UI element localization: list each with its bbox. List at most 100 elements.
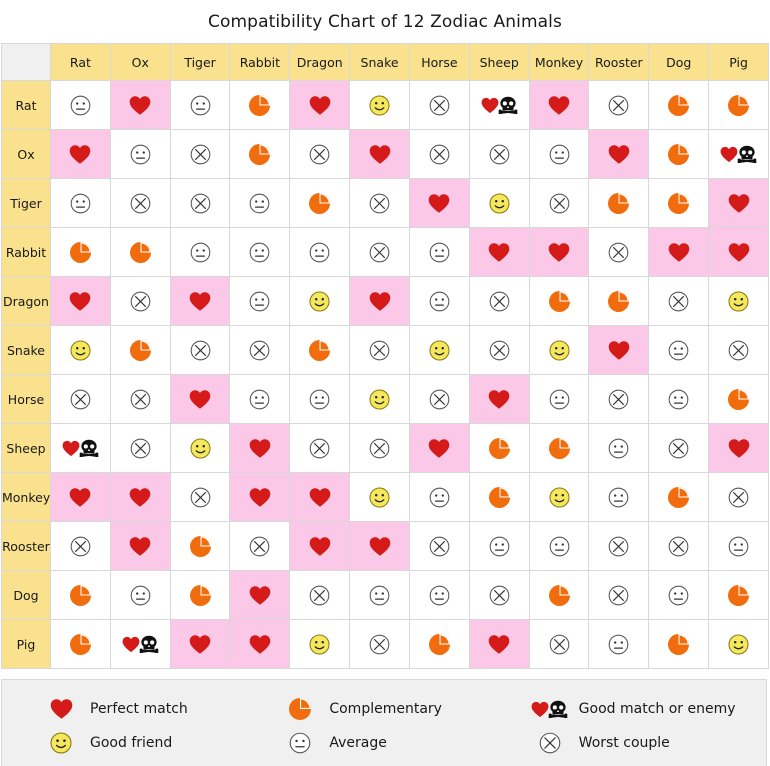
table-row: Tiger — [1, 178, 769, 228]
smiley-icon — [709, 620, 768, 668]
cell-horse-pig — [708, 374, 769, 424]
pie-icon — [111, 228, 170, 276]
cell-horse-ox — [109, 374, 171, 424]
cell-rat-rooster — [588, 80, 650, 130]
heart-skull-icon — [111, 620, 170, 668]
table-row: Horse — [1, 374, 769, 424]
smiley-icon — [410, 326, 469, 374]
cell-snake-ox — [109, 325, 171, 375]
cell-pig-horse — [408, 619, 470, 669]
heart-icon — [51, 473, 110, 521]
smiley-icon — [290, 620, 349, 668]
circled-x-icon — [290, 130, 349, 178]
cell-monkey-horse — [408, 472, 470, 522]
row-header-dragon: Dragon — [1, 276, 51, 326]
circled-x-icon — [171, 326, 230, 374]
cell-monkey-dragon — [289, 472, 351, 522]
page-title: Compatibility Chart of 12 Zodiac Animals — [208, 12, 562, 32]
column-header-dog: Dog — [648, 43, 710, 81]
cell-pig-rooster — [588, 619, 650, 669]
cell-rabbit-dragon — [289, 227, 351, 277]
pie-icon — [649, 179, 708, 227]
cell-monkey-rooster — [588, 472, 650, 522]
pie-icon — [271, 698, 329, 720]
average-face-icon — [350, 571, 409, 619]
cell-dog-tiger — [169, 570, 231, 620]
circled-x-icon — [171, 130, 230, 178]
heart-icon — [230, 571, 289, 619]
circled-x-icon — [470, 130, 529, 178]
circled-x-icon — [350, 228, 409, 276]
cell-sheep-ox — [109, 423, 171, 473]
compatibility-table: Rat Ox Tiger Rabbit Dragon Snake Horse Sheep Mon… — [1, 43, 769, 669]
heart-icon — [111, 81, 170, 129]
cell-snake-rabbit — [229, 325, 291, 375]
heart-skull-icon — [709, 130, 768, 178]
average-face-icon — [111, 571, 170, 619]
cell-pig-rat — [50, 619, 111, 669]
circled-x-icon — [410, 522, 469, 570]
cell-rooster-snake — [349, 521, 410, 571]
average-face-icon — [271, 732, 329, 754]
cell-sheep-tiger — [169, 423, 231, 473]
cell-rabbit-monkey — [528, 227, 590, 277]
cell-rat-pig — [708, 80, 769, 130]
average-face-icon — [410, 277, 469, 325]
pie-icon — [410, 620, 469, 668]
cell-snake-dragon — [289, 325, 351, 375]
average-face-icon — [230, 179, 289, 227]
circled-x-icon — [589, 571, 648, 619]
cell-dragon-ox — [109, 276, 171, 326]
cell-pig-sheep — [468, 619, 530, 669]
circled-x-icon — [230, 326, 289, 374]
cell-snake-rat — [50, 325, 111, 375]
average-face-icon — [649, 326, 708, 374]
cell-rabbit-sheep — [468, 227, 530, 277]
cell-dog-dog — [648, 570, 710, 620]
circled-x-icon — [350, 326, 409, 374]
heart-skull-icon — [470, 81, 529, 129]
cell-rabbit-horse — [408, 227, 470, 277]
circled-x-icon — [589, 81, 648, 129]
cell-monkey-tiger — [169, 472, 231, 522]
cell-monkey-snake — [349, 472, 410, 522]
circled-x-icon — [51, 522, 110, 570]
heart-icon — [589, 326, 648, 374]
cell-sheep-rabbit — [229, 423, 291, 473]
cell-rat-tiger — [169, 80, 231, 130]
cell-rat-sheep — [468, 80, 530, 130]
cell-horse-dragon — [289, 374, 351, 424]
cell-monkey-pig — [708, 472, 769, 522]
pie-icon — [530, 571, 589, 619]
pie-icon — [51, 571, 110, 619]
pie-icon — [709, 81, 768, 129]
cell-rooster-rooster — [588, 521, 650, 571]
cell-monkey-monkey — [528, 472, 590, 522]
cell-tiger-ox — [109, 178, 171, 228]
heart-icon — [111, 473, 170, 521]
heart-icon — [470, 375, 529, 423]
average-face-icon — [589, 473, 648, 521]
pie-icon — [589, 179, 648, 227]
heart-icon — [51, 277, 110, 325]
cell-rabbit-rabbit — [229, 227, 291, 277]
circled-x-icon — [350, 424, 409, 472]
table-header-row: Rat Ox Tiger Rabbit Dragon Snake Horse Sheep Mon… — [1, 43, 769, 81]
average-face-icon — [230, 228, 289, 276]
legend-item-good-friend: Good friend — [2, 726, 271, 760]
circled-x-icon — [410, 130, 469, 178]
circled-x-icon — [230, 522, 289, 570]
cell-ox-tiger — [169, 129, 231, 179]
cell-tiger-tiger — [169, 178, 231, 228]
table-body: Rat Ox Tiger Rabbit Dragon Snake Horse Sheep Mon… — [1, 80, 769, 669]
average-face-icon — [230, 277, 289, 325]
cell-rabbit-pig — [708, 227, 769, 277]
cell-pig-pig — [708, 619, 769, 669]
pie-icon — [171, 522, 230, 570]
cell-sheep-sheep — [468, 423, 530, 473]
pie-icon — [51, 228, 110, 276]
table-row: Sheep — [1, 423, 769, 473]
cell-tiger-horse — [408, 178, 470, 228]
pie-icon — [649, 620, 708, 668]
circled-x-icon — [709, 326, 768, 374]
